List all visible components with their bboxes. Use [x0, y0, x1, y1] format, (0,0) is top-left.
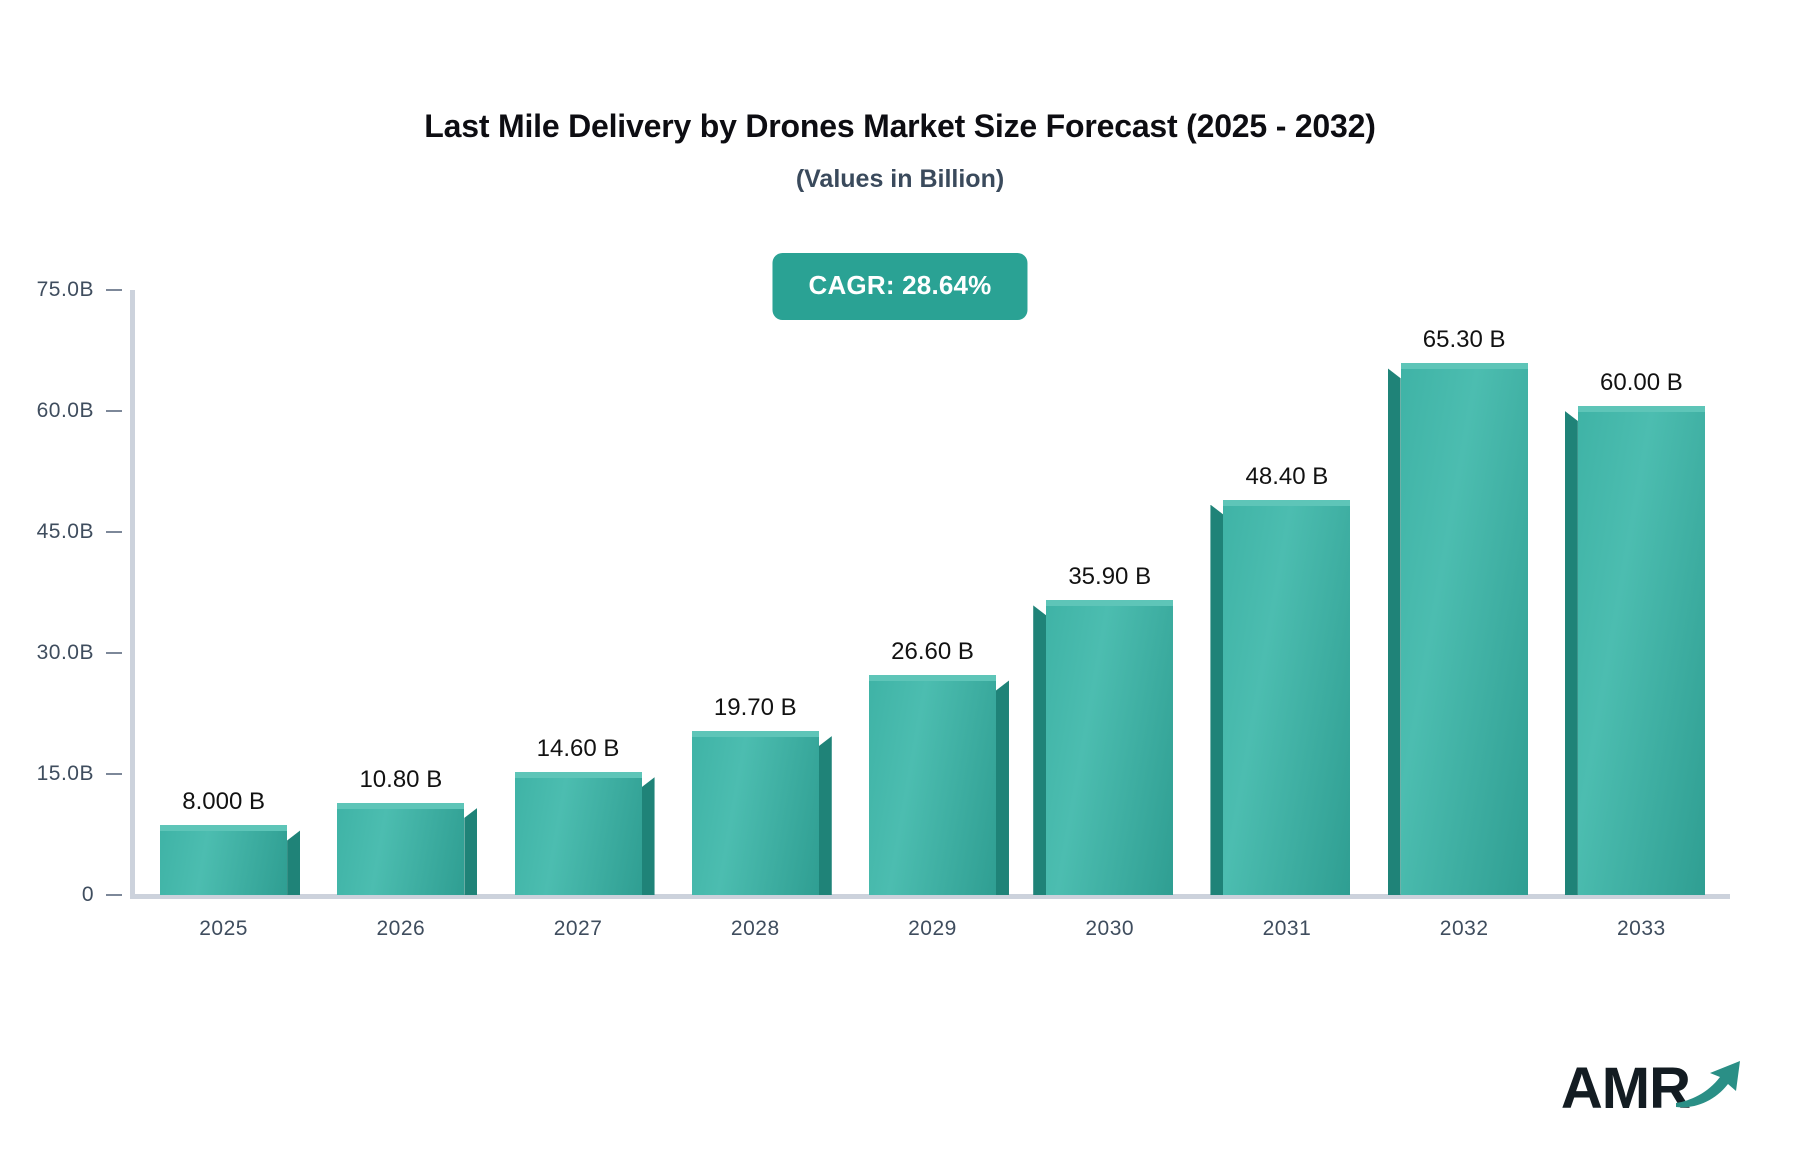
bar-face[interactable]: [160, 825, 288, 895]
y-axis-tick-mark: [106, 410, 122, 412]
bar-value-label: 35.90 B: [1068, 563, 1152, 591]
y-axis-line: [130, 290, 135, 895]
bar-top-face: [691, 731, 819, 738]
bar-side-face: [818, 736, 832, 895]
chart-header: Last Mile Delivery by Drones Market Size…: [0, 108, 1800, 194]
x-axis-tick-label: 2033: [1617, 917, 1666, 940]
x-axis-tick-label: 2032: [1439, 917, 1489, 940]
y-axis-tick-mark: [106, 652, 122, 654]
x-axis-tick-label: 2026: [376, 917, 426, 940]
x-axis-tick-label: 2031: [1262, 917, 1312, 940]
bar-top-face: [1223, 499, 1351, 506]
bar-face[interactable]: [337, 802, 465, 895]
logo-text: AMR: [1560, 1056, 1691, 1121]
plot-area: 0 15.0B 30.0B 45.0B 60.0B 75.0B 8.000 B 2025 10…: [37, 278, 1730, 940]
y-axis-tick: 0: [82, 883, 130, 907]
y-axis-tick: 75.0B: [37, 278, 130, 302]
y-axis-tick-mark: [106, 773, 122, 775]
bar-face[interactable]: [1223, 499, 1351, 895]
bar-slot: 48.40 B 2031: [1198, 290, 1375, 940]
bar-side-face: [1387, 368, 1401, 895]
bar-value-label: 10.80 B: [359, 765, 443, 793]
bar-item[interactable]: 19.70 B 2028: [691, 694, 832, 940]
bar-slot: 26.60 B 2029: [844, 290, 1021, 940]
x-axis-line: [130, 894, 1730, 899]
growth-arrow-icon: [1674, 1057, 1744, 1114]
bar-top-face: [1400, 363, 1528, 370]
bar-item[interactable]: 14.60 B 2027: [514, 735, 655, 940]
bar-value-label: 26.60 B: [891, 638, 974, 666]
bar-side-face: [995, 680, 1009, 895]
bar-item[interactable]: 60.00 B 2033: [1564, 369, 1705, 940]
y-axis-tick-mark: [106, 894, 122, 896]
y-axis-tick: 15.0B: [37, 762, 130, 786]
bar-item[interactable]: 65.30 B 2032: [1387, 326, 1528, 940]
bar-face[interactable]: [691, 731, 819, 895]
x-axis-tick-label: 2028: [730, 917, 780, 940]
y-axis-tick: 45.0B: [37, 520, 130, 544]
bar-value-label: 19.70 B: [713, 694, 797, 722]
bar-top-face: [160, 825, 288, 832]
bar-face[interactable]: [514, 772, 642, 895]
x-axis-tick-label: 2029: [908, 917, 957, 940]
bar-side-face: [1564, 411, 1578, 895]
bar-top-face: [1046, 600, 1174, 607]
bar-series: 8.000 B 2025 10.80 B 2026 14.60 B 2027 19.70 B…: [135, 290, 1730, 940]
bar-top-face: [868, 675, 996, 682]
y-axis-tick-mark: [106, 289, 122, 291]
bar-face[interactable]: [1577, 406, 1705, 895]
y-axis-tick-label: 15.0B: [36, 762, 94, 785]
bar-side-face: [287, 830, 301, 895]
y-axis-tick: 30.0B: [37, 641, 130, 665]
y-axis-tick-label: 75.0B: [36, 278, 94, 301]
chart-subtitle: (Values in Billion): [795, 164, 1005, 193]
bar-slot: 60.00 B 2033: [1553, 290, 1730, 940]
bar-face[interactable]: [1400, 363, 1528, 895]
bar-slot: 8.000 B 2025: [135, 290, 312, 940]
y-axis-tick-mark: [106, 531, 122, 533]
bar-slot: 14.60 B 2027: [489, 290, 666, 940]
page-title: Last Mile Delivery by Drones Market Size…: [424, 108, 1376, 144]
x-axis-tick-label: 2030: [1085, 917, 1135, 940]
bar-slot: 35.90 B 2030: [1021, 290, 1198, 940]
bar-item[interactable]: 8.000 B 2025: [160, 788, 301, 940]
bar-top-face: [514, 772, 642, 779]
bar-slot: 10.80 B 2026: [312, 290, 489, 940]
bar-value-label: 65.30 B: [1422, 326, 1506, 354]
bar-item[interactable]: 35.90 B 2030: [1033, 563, 1174, 940]
amr-logo: AMR: [1561, 1057, 1744, 1118]
y-axis-tick-label: 45.0B: [36, 520, 94, 543]
bar-top-face: [337, 802, 465, 809]
x-axis-tick-label: 2025: [199, 917, 248, 940]
bar-slot: 19.70 B 2028: [667, 290, 844, 940]
bar-slot: 65.30 B 2032: [1376, 290, 1553, 940]
bar-value-label: 60.00 B: [1599, 369, 1683, 396]
bar-item[interactable]: 10.80 B 2026: [337, 766, 478, 940]
bar-item[interactable]: 26.60 B 2029: [868, 638, 1009, 940]
y-axis-tick: 60.0B: [37, 399, 130, 423]
x-axis-tick-label: 2027: [553, 917, 603, 940]
bar-side-face: [641, 777, 655, 895]
y-axis-tick-label: 0: [81, 883, 94, 906]
bar-side-face: [1210, 504, 1224, 895]
bar-value-label: 48.40 B: [1245, 462, 1329, 490]
bar-top-face: [1577, 406, 1705, 412]
bar-item[interactable]: 48.40 B 2031: [1210, 463, 1351, 940]
bar-face[interactable]: [868, 675, 996, 895]
bar-side-face: [1033, 605, 1047, 895]
y-axis-tick-label: 30.0B: [36, 641, 94, 664]
cagr-badge: CAGR: 28.64%: [772, 253, 1028, 320]
bar-side-face: [464, 807, 478, 895]
y-axis-tick-label: 60.0B: [36, 399, 94, 422]
bar-face[interactable]: [1046, 600, 1174, 895]
bar-value-label: 14.60 B: [536, 735, 620, 763]
bar-value-label: 8.000 B: [182, 788, 265, 816]
